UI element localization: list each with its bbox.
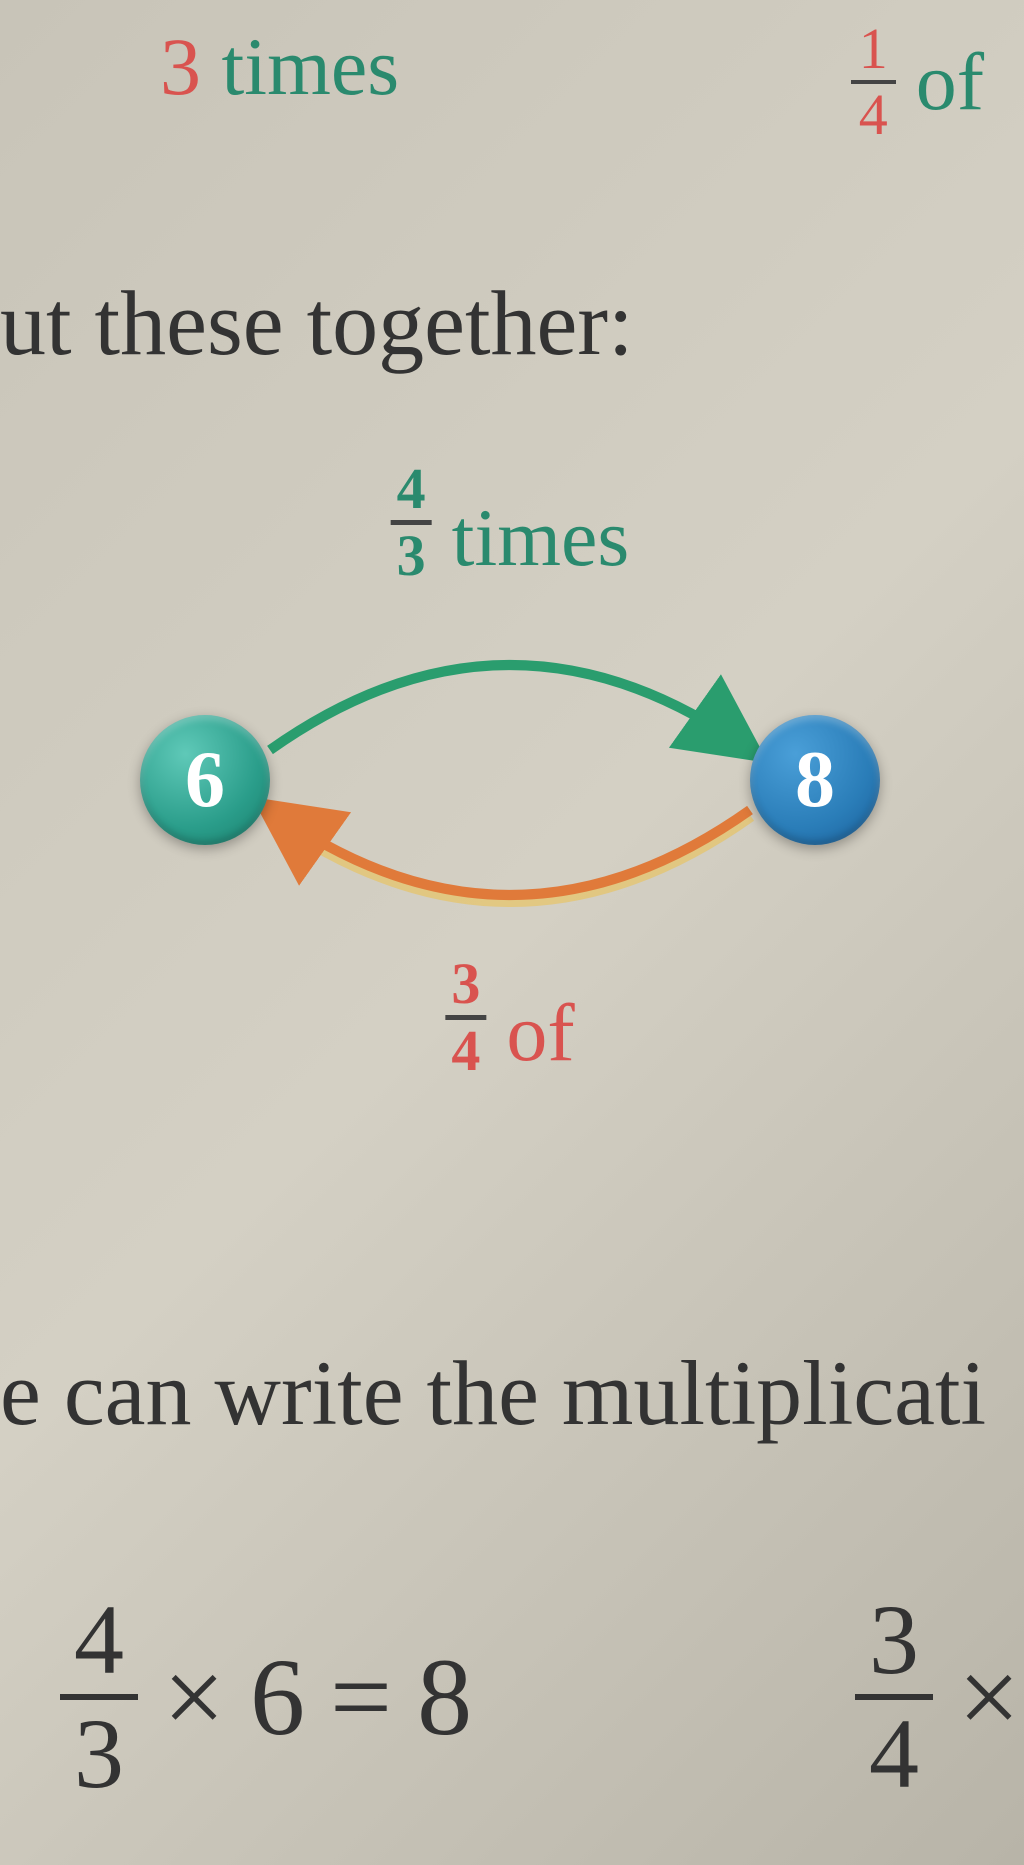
frac-numerator: 3 xyxy=(855,1590,933,1700)
frac-denominator: 4 xyxy=(451,1020,480,1080)
page: 3 times 1 4 of ut these together: 4 3 ti… xyxy=(0,0,1024,1865)
four-thirds-big: 4 3 xyxy=(60,1590,138,1804)
diagram-bottom-label: 3 4 of xyxy=(445,955,574,1080)
one-quarter-fraction: 1 4 xyxy=(851,20,896,144)
frac-numerator: 4 xyxy=(60,1590,138,1700)
frac-numerator: 1 xyxy=(851,20,896,84)
arcs-svg xyxy=(200,600,820,960)
equation-one: 4 3 × 6 = 8 xyxy=(60,1590,472,1804)
three-times-text: 3 times xyxy=(160,20,399,144)
node-six: 6 xyxy=(140,715,270,845)
bottom-arc xyxy=(270,810,750,895)
of-word: of xyxy=(916,35,984,129)
top-arc xyxy=(270,665,750,750)
frac-denominator: 4 xyxy=(859,84,888,144)
value-six: 6 xyxy=(250,1634,305,1761)
equation-two: 3 4 × xyxy=(855,1590,1020,1804)
times-word: times xyxy=(222,21,400,112)
node-six-value: 6 xyxy=(185,735,225,826)
diagram-top-label: 4 3 times xyxy=(391,460,630,585)
frac-denominator: 3 xyxy=(397,525,426,585)
of-label: of xyxy=(506,986,574,1080)
frac-denominator: 4 xyxy=(869,1700,919,1804)
frac-numerator: 3 xyxy=(445,955,486,1020)
diagram: 4 3 times 6 8 3 xyxy=(120,460,900,1080)
frac-numerator: 4 xyxy=(391,460,432,525)
node-eight-value: 8 xyxy=(795,735,835,826)
times-tail: × xyxy=(958,1634,1020,1761)
quarter-of-text: 1 4 of xyxy=(851,20,984,144)
node-eight: 8 xyxy=(750,715,880,845)
subtitle-text: ut these together: xyxy=(0,270,634,376)
three-quarters-fraction: 3 4 xyxy=(445,955,486,1080)
four-thirds-fraction: 4 3 xyxy=(391,460,432,585)
times-label: times xyxy=(452,491,630,585)
three-quarters-big: 3 4 xyxy=(855,1590,933,1804)
body-text: e can write the multiplicati xyxy=(0,1340,986,1446)
equation-row: 4 3 × 6 = 8 3 4 × xyxy=(60,1590,1020,1804)
times-operator: × xyxy=(163,1634,225,1761)
top-row: 3 times 1 4 of xyxy=(0,20,1024,144)
result-eight: 8 xyxy=(417,1634,472,1761)
equals-sign: = xyxy=(330,1634,392,1761)
three-number: 3 xyxy=(160,21,201,112)
frac-denominator: 3 xyxy=(74,1700,124,1804)
